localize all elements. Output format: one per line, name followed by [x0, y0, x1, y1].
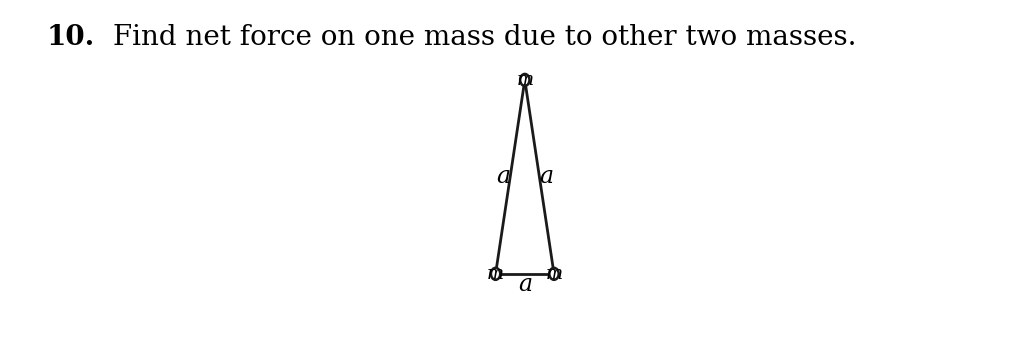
- Ellipse shape: [490, 268, 501, 280]
- Text: m: m: [487, 265, 504, 283]
- Text: m: m: [516, 71, 534, 89]
- Ellipse shape: [549, 268, 559, 280]
- Text: a: a: [518, 273, 531, 296]
- Ellipse shape: [520, 74, 529, 86]
- Text: a: a: [540, 165, 554, 188]
- Text: 10.: 10.: [46, 24, 94, 51]
- Text: m: m: [546, 265, 562, 283]
- Text: a: a: [496, 165, 510, 188]
- Text: Find net force on one mass due to other two masses.: Find net force on one mass due to other …: [113, 24, 856, 51]
